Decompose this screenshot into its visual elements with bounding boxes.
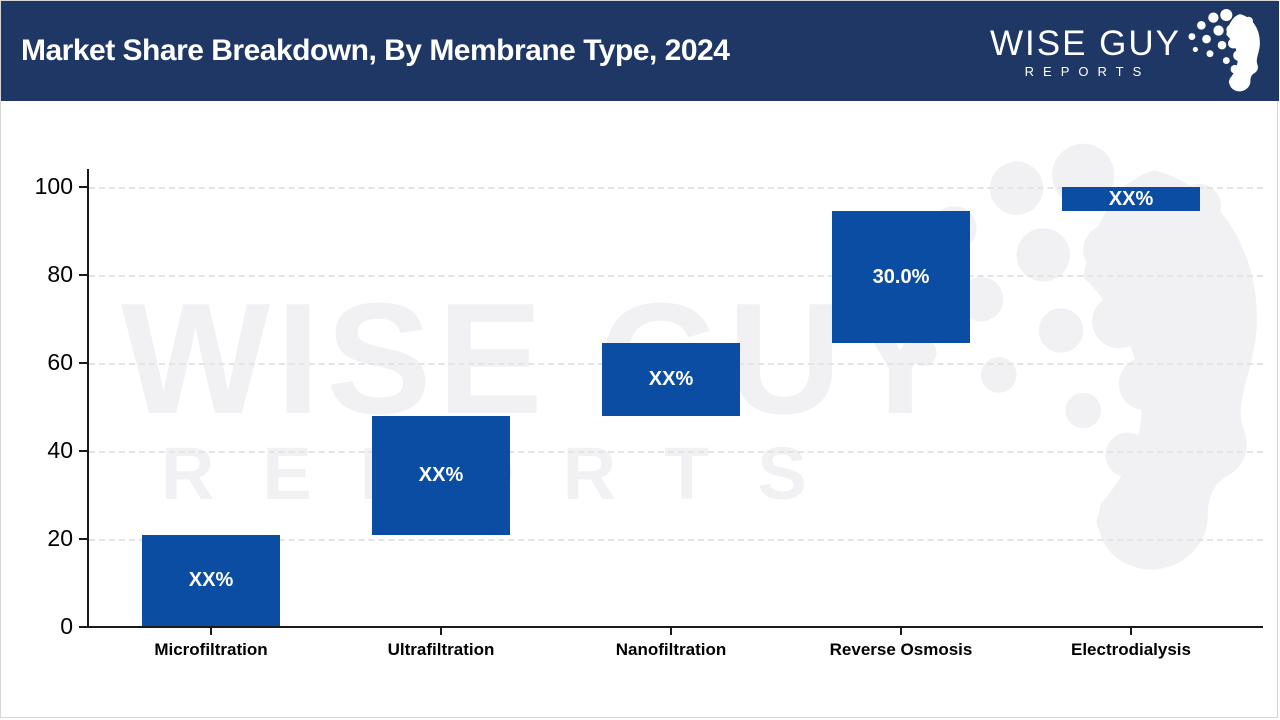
x-tick-1 [440,628,442,635]
gridline-20 [89,539,1263,541]
y-tick-label-60: 60 [47,349,73,375]
y-tick-40 [79,450,87,452]
x-axis-label-2: Nanofiltration [615,640,727,659]
y-tick-100 [79,186,87,188]
bar-electrodialysis: XX% [1062,187,1200,212]
bar-value-label: XX% [1108,187,1154,210]
x-tick-0 [210,628,212,635]
y-axis-line [87,169,89,628]
gridline-80 [89,275,1263,277]
y-tick-80 [79,274,87,276]
y-tick-20 [79,538,87,540]
logo-face-icon [1188,9,1260,92]
y-tick-label-0: 0 [60,613,73,639]
bar-value-label: XX% [188,569,234,592]
x-tick-2 [670,628,672,635]
bar-reverse-osmosis: 30.0% [832,211,970,344]
x-axis-label-1: Ultrafiltration [387,640,495,659]
x-tick-4 [1130,628,1132,635]
y-tick-label-40: 40 [47,437,73,463]
logo-wordmark: WISE GUY REPORTS [989,23,1181,79]
x-tick-3 [900,628,902,635]
y-tick-label-100: 100 [34,173,73,199]
bar-value-label: XX% [418,463,464,486]
bar-ultrafiltration: XX% [372,415,510,535]
y-tick-label-80: 80 [47,261,73,287]
bar-value-label: 30.0% [872,265,930,288]
watermark-face-icon [887,143,1257,570]
bar-value-label: XX% [648,367,694,390]
title-bar: Market Share Breakdown, By Membrane Type… [1,1,1279,101]
bar-nanofiltration: XX% [602,343,740,416]
x-axis-label-3: Reverse Osmosis [829,640,973,659]
logo-subtitle: REPORTS [1024,63,1151,79]
x-axis-label-0: Microfiltration [154,640,268,659]
y-tick-0 [79,626,87,628]
y-tick-label-20: 20 [47,525,73,551]
gridline-100 [89,187,1263,189]
y-tick-60 [79,362,87,364]
x-axis-label-4: Electrodialysis [1070,640,1191,659]
x-axis-line [87,626,1263,628]
logo-word: WISE GUY [989,23,1181,63]
bar-microfiltration: XX% [142,534,280,627]
wise-guy-logo: WISE GUY REPORTS [990,9,1261,95]
page-title: Market Share Breakdown, By Membrane Type… [21,34,730,67]
gridline-40 [89,451,1263,453]
